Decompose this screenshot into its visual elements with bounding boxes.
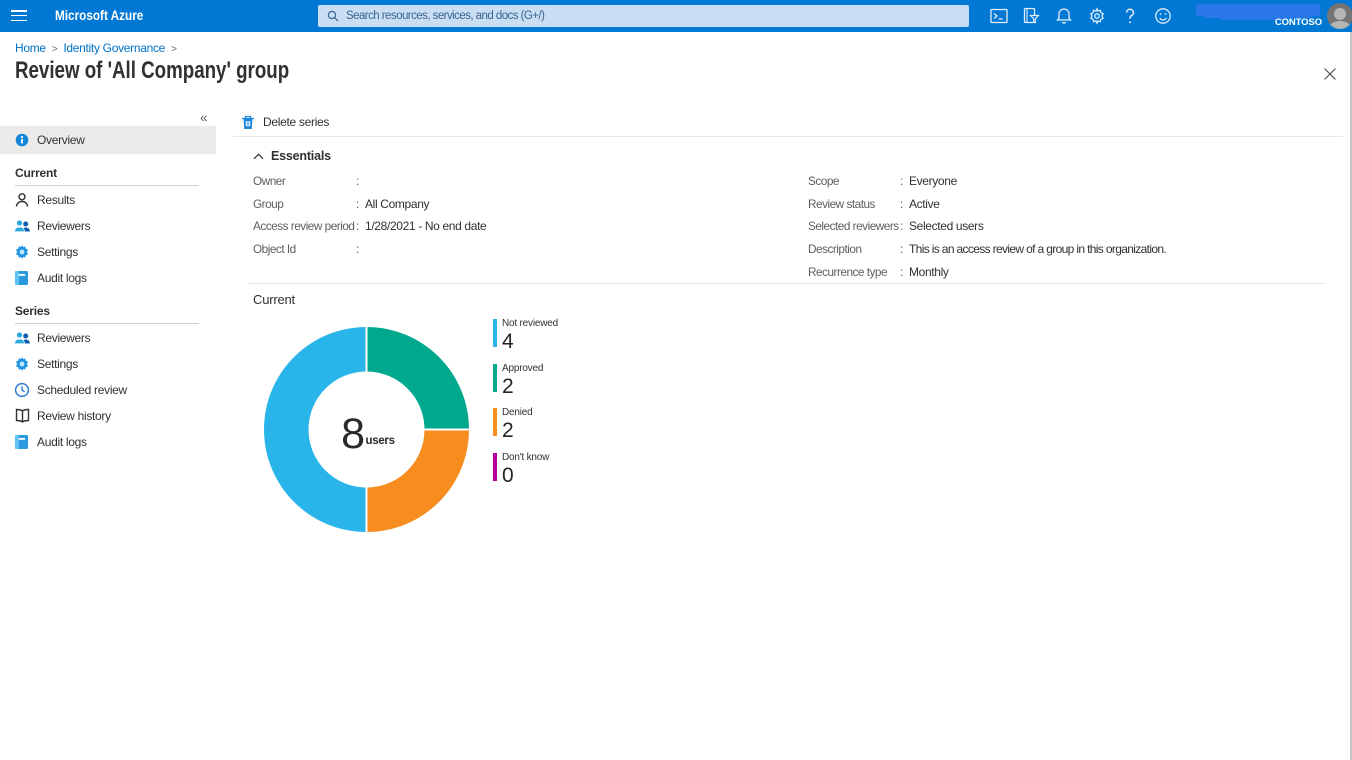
- svg-text:8: 8: [341, 410, 365, 458]
- svg-text:users: users: [366, 435, 395, 447]
